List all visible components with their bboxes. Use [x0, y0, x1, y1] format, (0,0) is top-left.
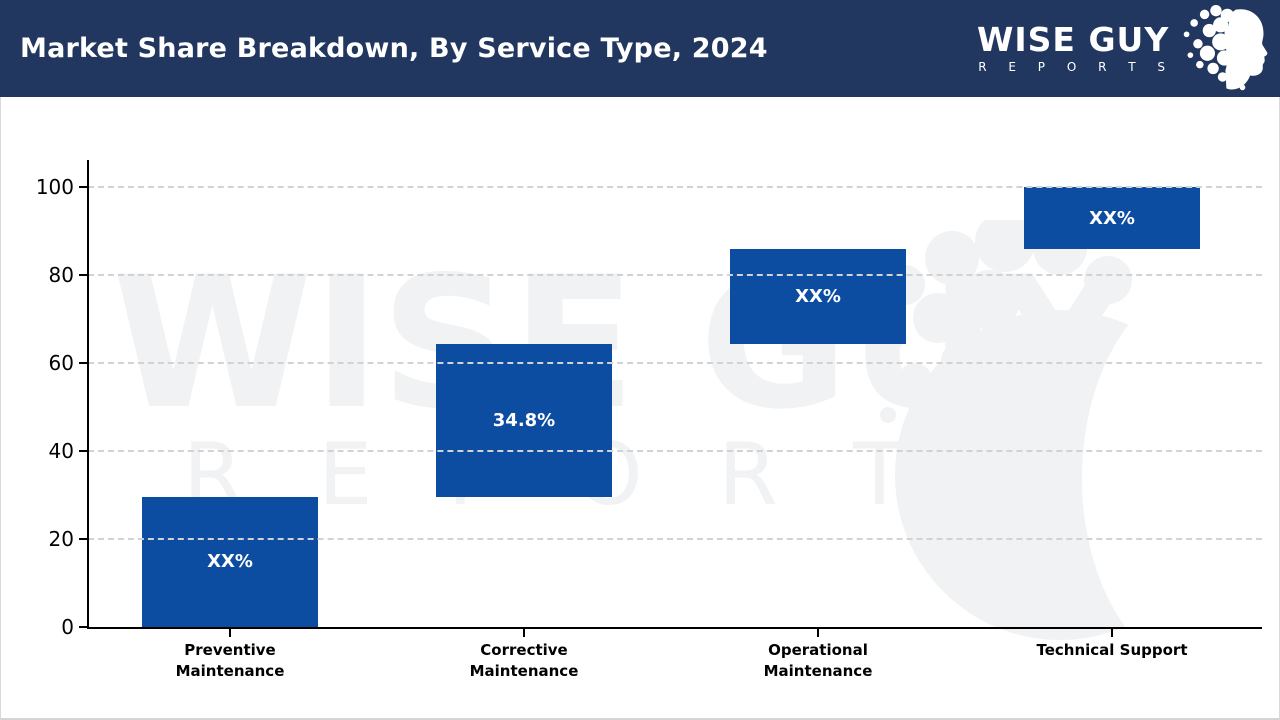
- header-bar: Market Share Breakdown, By Service Type,…: [0, 0, 1280, 97]
- bar-value-label: XX%: [1089, 207, 1135, 229]
- bar: XX%: [142, 496, 318, 627]
- gridline: [88, 538, 1262, 540]
- left-edge-line: [0, 97, 1, 720]
- logo-text-block: WISE GUY R E P O R T S: [972, 23, 1174, 74]
- y-tick-mark: [79, 362, 87, 364]
- x-axis-label-line: Corrective: [480, 641, 568, 659]
- logo-subtext: R E P O R T S: [978, 60, 1174, 74]
- logo: WISE GUY R E P O R T S: [972, 0, 1270, 97]
- x-tick-mark: [229, 629, 231, 637]
- bar-value-label: 34.8%: [492, 409, 556, 431]
- bar-value-label: XX%: [207, 551, 253, 573]
- gridline: [88, 450, 1262, 452]
- x-axis-label-line: Preventive: [184, 641, 276, 659]
- x-axis-label-line: Maintenance: [763, 662, 873, 680]
- x-axis-line: [87, 627, 1262, 629]
- y-tick-mark: [79, 626, 87, 628]
- bar: XX%: [1024, 187, 1200, 250]
- bar: 34.8%: [436, 343, 612, 497]
- y-tick-mark: [79, 450, 87, 452]
- x-axis-label-line: Technical Support: [1036, 641, 1188, 659]
- bar-value-label: XX%: [795, 286, 841, 308]
- y-tick-label: 80: [48, 263, 74, 287]
- face-profile-dots-icon: [1183, 4, 1268, 90]
- x-axis-label-line: Operational: [768, 641, 868, 659]
- logo-wordmark: WISE GUY: [976, 20, 1170, 59]
- x-axis-label: Operational Maintenance: [698, 640, 938, 682]
- gridline: [88, 274, 1262, 276]
- gridline: [88, 362, 1262, 364]
- y-tick-label: 0: [61, 615, 74, 639]
- x-axis-label: Preventive Maintenance: [110, 640, 350, 682]
- bottom-edge-line: [0, 718, 1280, 720]
- y-tick-label: 40: [48, 439, 74, 463]
- x-axis-label-line: Maintenance: [469, 662, 579, 680]
- y-tick-label: 100: [35, 175, 74, 199]
- x-tick-mark: [817, 629, 819, 637]
- page-title: Market Share Breakdown, By Service Type,…: [20, 33, 768, 64]
- x-tick-mark: [1111, 629, 1113, 637]
- x-tick-mark: [523, 629, 525, 637]
- y-tick-mark: [79, 538, 87, 540]
- y-tick-mark: [79, 186, 87, 188]
- y-tick-label: 60: [48, 351, 74, 375]
- bar: XX%: [730, 249, 906, 344]
- x-axis-label: Corrective Maintenance: [404, 640, 644, 682]
- x-axis-label: Technical Support: [992, 640, 1232, 661]
- y-tick-mark: [79, 274, 87, 276]
- gridline: [88, 186, 1262, 188]
- y-tick-label: 20: [48, 527, 74, 551]
- x-axis-label-line: Maintenance: [175, 662, 285, 680]
- y-axis-line: [87, 160, 89, 629]
